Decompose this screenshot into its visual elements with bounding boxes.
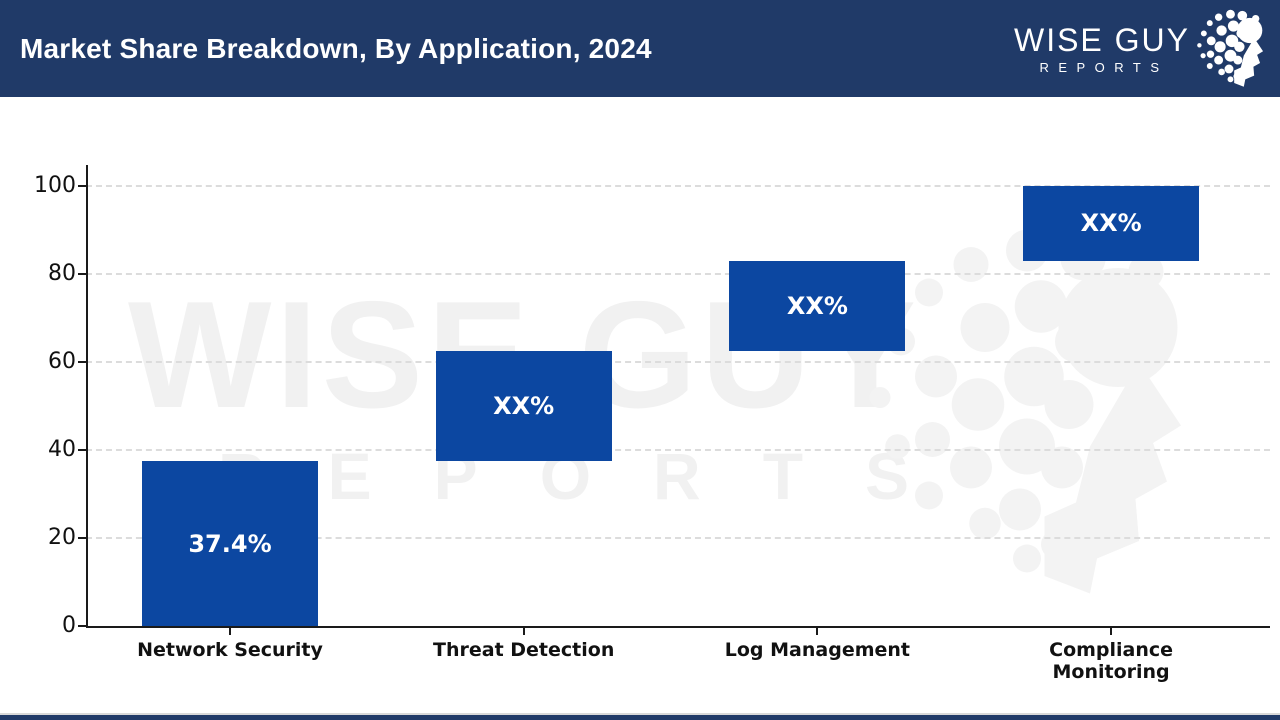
x-category-label: Compliance Monitoring <box>1049 639 1174 683</box>
header: Market Share Breakdown, By Application, … <box>0 0 1280 97</box>
x-category-label: Threat Detection <box>433 639 615 661</box>
x-category-label: Network Security <box>137 639 323 661</box>
bar-segment: XX% <box>729 260 906 351</box>
x-tick-mark <box>816 628 819 635</box>
y-tick-mark <box>78 537 86 539</box>
y-tick-label: 60 <box>48 349 76 374</box>
logo-text: WISE GUY REPORTS <box>1014 22 1190 75</box>
y-gridline <box>86 537 1270 539</box>
bar-value-label: XX% <box>493 392 555 421</box>
bar-segment: XX% <box>435 351 612 462</box>
y-tick-mark <box>78 625 86 627</box>
bar-value-label: XX% <box>786 291 848 320</box>
y-tick-mark <box>78 273 86 275</box>
y-axis-line <box>86 165 88 628</box>
x-tick-mark <box>1110 628 1113 635</box>
x-tick-mark <box>229 628 231 635</box>
y-tick-mark <box>78 185 86 187</box>
y-tick-label: 80 <box>48 261 76 286</box>
bar-value-label: 37.4% <box>188 529 272 558</box>
wise-guy-head-icon <box>1197 9 1264 87</box>
logo-subtitle: REPORTS <box>1039 60 1169 75</box>
bar-segment: XX% <box>1023 186 1200 261</box>
bar-value-label: XX% <box>1080 209 1142 238</box>
y-gridline <box>86 273 1270 275</box>
y-tick-mark <box>78 449 86 451</box>
y-tick-mark <box>78 361 86 363</box>
page-title: Market Share Breakdown, By Application, … <box>20 32 652 64</box>
footer-divider <box>0 713 1280 715</box>
logo-wordmark: WISE GUY <box>1013 22 1190 58</box>
x-category-label: Log Management <box>724 639 910 661</box>
y-gridline <box>86 361 1270 363</box>
wise-guy-logo: WISE GUY REPORTS <box>1014 6 1280 92</box>
y-gridline <box>86 449 1270 451</box>
footer-accent-bar <box>0 715 1280 720</box>
x-axis-line <box>86 626 1270 628</box>
y-gridline <box>86 185 1270 187</box>
y-tick-label: 0 <box>62 613 76 638</box>
x-tick-mark <box>522 628 525 635</box>
bar-segment: 37.4% <box>142 461 318 626</box>
y-tick-label: 100 <box>34 173 76 198</box>
y-tick-label: 20 <box>48 525 76 550</box>
y-tick-label: 40 <box>48 437 76 462</box>
